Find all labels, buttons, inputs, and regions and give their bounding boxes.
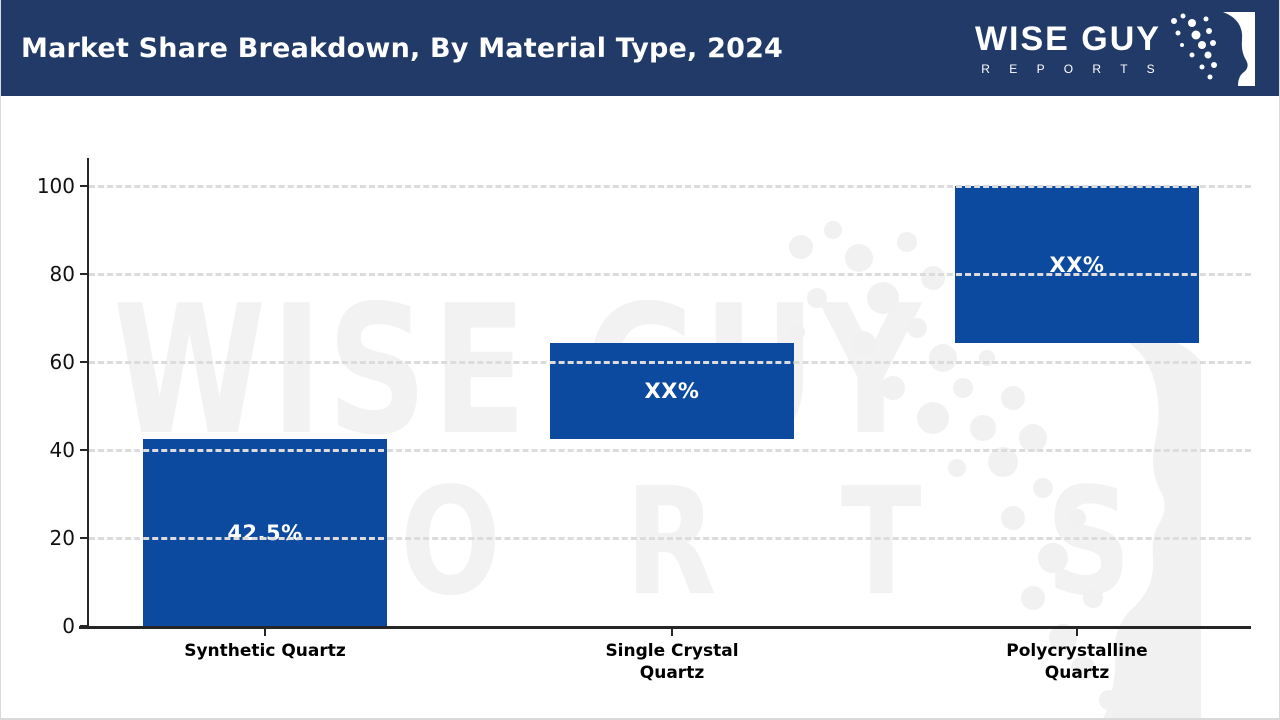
x-axis-line	[79, 626, 1251, 629]
watermark-face-dots-graphic	[789, 221, 1201, 718]
chart-title: Market Share Breakdown, By Material Type…	[21, 32, 784, 64]
y-tick-label: 100	[36, 174, 75, 198]
brand-face-dots-icon	[1171, 12, 1255, 86]
y-tick-mark	[80, 361, 89, 363]
gridline-40	[89, 449, 1251, 452]
x-category-label: Synthetic Quartz	[184, 641, 346, 661]
y-tick-label: 20	[49, 526, 75, 550]
gridline-20	[89, 537, 1251, 540]
gridline-100	[89, 185, 1251, 188]
gridline-80	[89, 273, 1251, 276]
waterfall-bar-1: 42.5%	[143, 439, 387, 626]
bar-value-label: XX%	[1049, 252, 1105, 277]
header-bar: Market Share Breakdown, By Material Type…	[1, 0, 1279, 96]
bar-value-label: XX%	[644, 379, 700, 404]
y-tick-mark	[80, 537, 89, 539]
x-category-label: Single Crystal Quartz	[605, 641, 739, 684]
bar-value-label: 42.5%	[227, 520, 303, 545]
y-axis-line	[87, 158, 89, 629]
brand-subname: R E P O R T S	[981, 61, 1163, 76]
brand-name: WISE GUY	[974, 19, 1161, 58]
y-tick-label: 40	[49, 438, 75, 462]
x-tick-mark	[1076, 628, 1078, 636]
waterfall-bar-2: XX%	[550, 343, 794, 439]
y-tick-label: 0	[62, 614, 75, 638]
waterfall-bar-3: XX%	[955, 186, 1199, 344]
y-tick-mark	[80, 449, 89, 451]
y-tick-mark	[80, 185, 89, 187]
y-tick-mark	[80, 273, 89, 275]
x-category-label: Polycrystalline Quartz	[1006, 641, 1148, 684]
x-tick-mark	[671, 628, 673, 636]
y-tick-label: 80	[49, 262, 75, 286]
gridline-60	[89, 361, 1251, 364]
y-tick-label: 60	[49, 350, 75, 374]
x-tick-mark	[264, 628, 266, 636]
brand-logo: WISE GUY R E P O R T S	[975, 10, 1279, 86]
brand-logo-text: WISE GUY R E P O R T S	[975, 22, 1161, 75]
